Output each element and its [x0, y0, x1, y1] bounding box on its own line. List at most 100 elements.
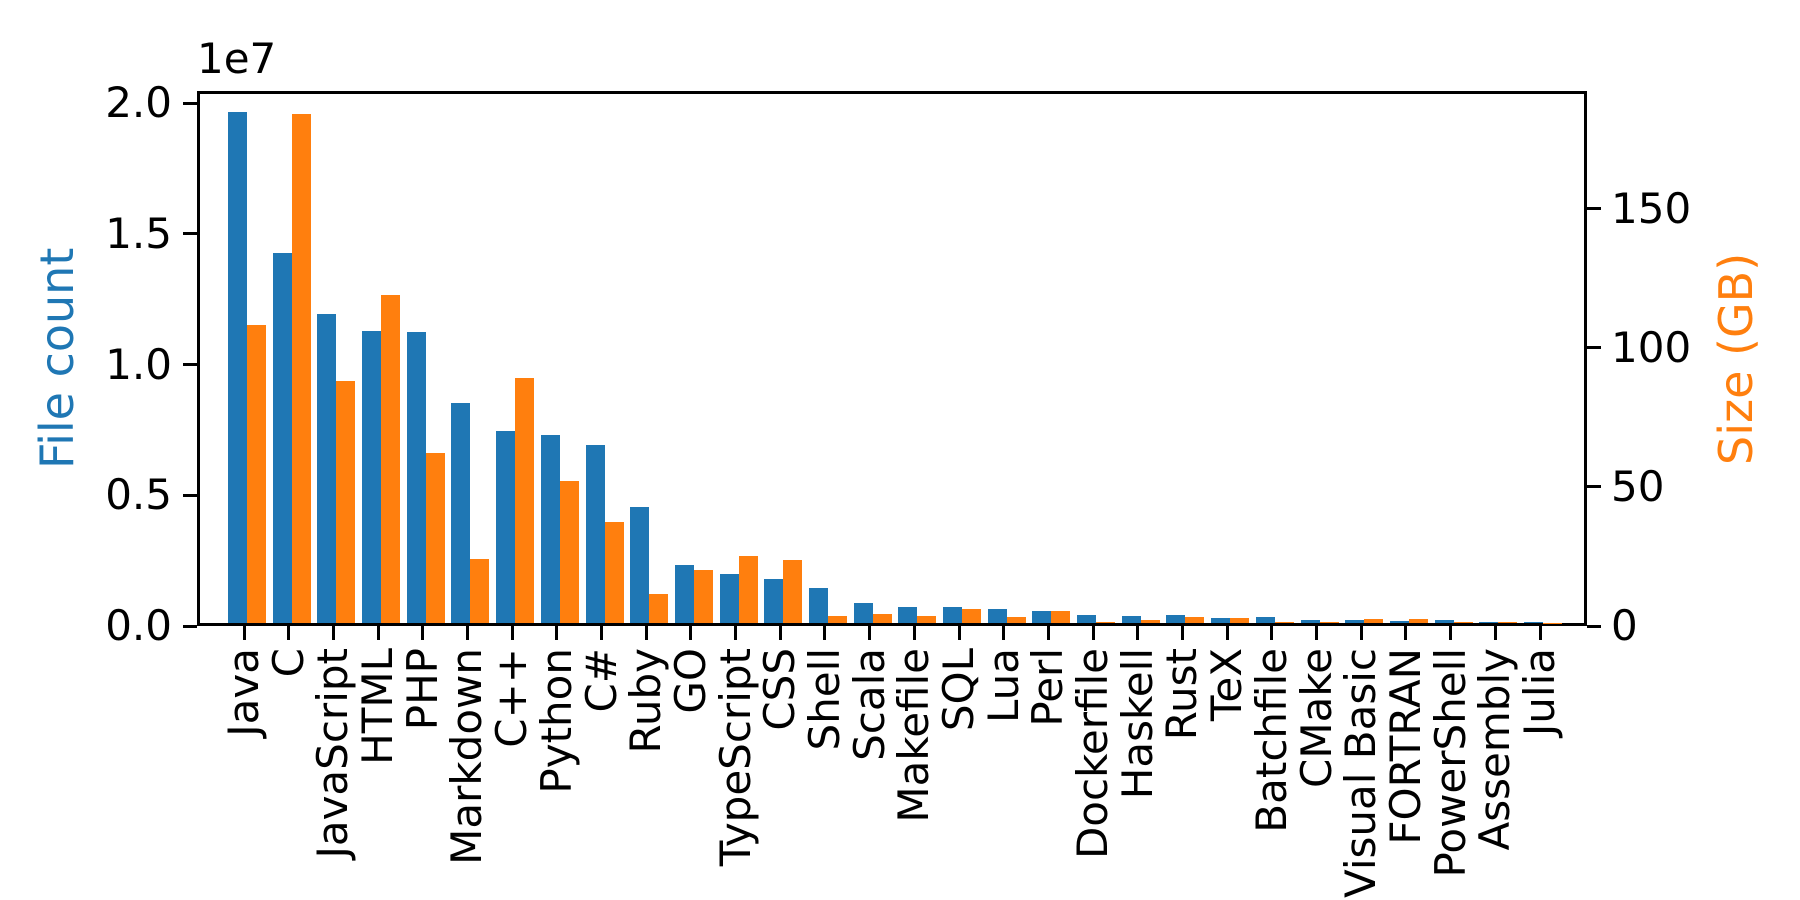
bar-size-gb-dockerfile [1096, 621, 1116, 623]
bar-file-count-cmake [1300, 619, 1320, 623]
bar-size-gb-powershell [1453, 622, 1473, 623]
y-tick-label-left: 0.0 [105, 601, 172, 650]
bar-file-count-c [585, 444, 605, 623]
y-tick-left [183, 493, 197, 497]
x-tick [778, 626, 782, 640]
y-tick-left [183, 101, 197, 105]
y-tick-label-right: 150 [1611, 183, 1692, 233]
x-tick-label-shell: Shell [799, 648, 849, 751]
x-tick [510, 626, 514, 640]
x-tick [1046, 626, 1050, 640]
bar-file-count-c [496, 430, 516, 623]
x-tick-label-cmake: CMake [1291, 648, 1341, 788]
x-tick-label-haskell: Haskell [1112, 648, 1162, 800]
x-tick [1136, 626, 1140, 640]
y-tick-left [183, 363, 197, 366]
bar-size-gb-c [291, 114, 311, 623]
y-tick-right [1587, 624, 1601, 628]
x-tick [912, 626, 916, 640]
x-tick [555, 626, 559, 640]
x-tick-label-tex: TeX [1202, 648, 1252, 722]
x-tick-label-perl: Perl [1023, 648, 1073, 727]
bar-size-gb-sql [962, 609, 982, 623]
x-tick [1493, 626, 1497, 640]
bar-size-gb-markdown [470, 559, 490, 623]
bar-size-gb-html [381, 294, 401, 623]
bar-size-gb-cmake [1319, 622, 1339, 623]
bar-size-gb-assembly [1498, 621, 1518, 623]
bar-size-gb-haskell [1140, 619, 1160, 623]
bar-file-count-ruby [630, 507, 650, 623]
bar-file-count-lua [987, 609, 1007, 623]
x-tick-label-javascript: JavaScript [308, 648, 358, 859]
y-tick-label-right: 100 [1611, 322, 1692, 372]
bar-size-gb-perl [1051, 610, 1071, 623]
x-tick [1002, 626, 1006, 640]
x-tick [1225, 626, 1229, 640]
bar-size-gb-shell [827, 616, 847, 623]
x-tick [465, 626, 469, 640]
x-tick [287, 626, 291, 640]
y-tick-label-left: 0.5 [105, 470, 172, 520]
x-tick-label-assembly: Assembly [1470, 648, 1520, 851]
y-tick-right [1587, 207, 1601, 211]
x-tick [1315, 626, 1319, 640]
bar-file-count-assembly [1479, 621, 1499, 623]
x-tick [1404, 626, 1408, 640]
bar-size-gb-css [783, 560, 803, 623]
bar-file-count-java [228, 112, 247, 623]
bar-size-gb-php [425, 453, 445, 623]
bar-size-gb-fortran [1408, 619, 1428, 623]
x-tick [1180, 626, 1184, 640]
bar-size-gb-rust [1185, 616, 1205, 623]
bar-size-gb-python [559, 481, 579, 623]
plot-area [197, 91, 1587, 626]
x-tick [1359, 626, 1363, 640]
bar-file-count-python [540, 435, 560, 623]
x-tick-label-dockerfile: Dockerfile [1068, 648, 1118, 860]
x-tick [644, 626, 648, 640]
bar-size-gb-tex [1230, 618, 1250, 623]
bar-file-count-go [674, 564, 694, 623]
bar-file-count-typescript [719, 573, 739, 623]
x-tick [1449, 626, 1453, 640]
bar-size-gb-typescript [738, 556, 758, 623]
x-tick [421, 626, 425, 640]
x-tick [242, 626, 246, 640]
y-tick-label-left: 2.0 [105, 78, 172, 128]
bar-file-count-perl [1032, 611, 1052, 623]
bar-size-gb-makefile [917, 616, 937, 623]
bar-file-count-julia [1524, 622, 1543, 623]
x-tick-label-makefile: Makefile [889, 648, 939, 823]
x-tick [1538, 626, 1542, 640]
bar-size-gb-javascript [336, 381, 356, 623]
x-tick [868, 626, 872, 640]
bar-file-count-batchfile [1255, 617, 1275, 623]
bar-file-count-haskell [1121, 615, 1141, 623]
x-tick-label-lua: Lua [978, 648, 1028, 724]
x-tick-label-html: HTML [353, 648, 403, 765]
y-tick-label-left: 1.0 [105, 339, 172, 389]
x-tick-label-typescript: TypeScript [710, 648, 760, 867]
x-tick [1270, 626, 1274, 640]
x-tick [600, 626, 604, 640]
bar-file-count-sql [943, 607, 963, 623]
bar-size-gb-batchfile [1274, 622, 1294, 623]
bar-file-count-tex [1211, 618, 1231, 623]
x-tick [376, 626, 380, 640]
x-tick-label-julia: Julia [1515, 648, 1564, 737]
x-tick-label-c: C# [576, 648, 626, 713]
y-tick-left [183, 624, 197, 628]
bar-file-count-php [406, 332, 426, 623]
x-tick-label-sql: SQL [934, 648, 984, 732]
bar-size-gb-visual-basic [1364, 618, 1384, 623]
bar-file-count-visual-basic [1345, 620, 1365, 623]
x-tick-label-php: PHP [397, 648, 447, 731]
x-tick [734, 626, 738, 640]
bar-file-count-scala [853, 602, 873, 623]
bar-file-count-markdown [451, 402, 471, 623]
y-tick-label-left: 1.5 [105, 208, 172, 258]
bar-file-count-powershell [1434, 620, 1454, 623]
x-tick-label-powershell: PowerShell [1425, 648, 1475, 878]
